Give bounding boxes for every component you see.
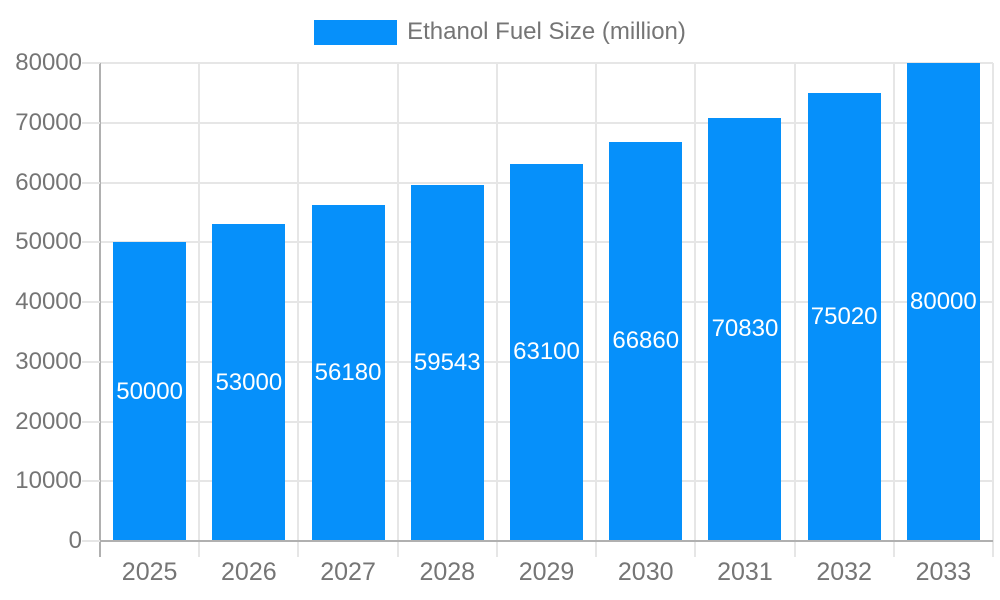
bar-value-label: 66860 bbox=[612, 327, 680, 355]
gridline-vertical bbox=[198, 63, 201, 557]
y-axis-label: 50000 bbox=[15, 228, 82, 256]
bar: 70830 bbox=[708, 117, 782, 541]
bar: 66860 bbox=[609, 141, 683, 541]
y-axis-tick bbox=[82, 360, 100, 363]
y-axis-tick bbox=[82, 62, 100, 64]
legend: Ethanol Fuel Size (million) bbox=[0, 18, 1000, 46]
gridline-vertical bbox=[396, 63, 399, 557]
bar-value-label: 80000 bbox=[910, 288, 977, 315]
gridline-vertical bbox=[297, 63, 300, 557]
gridline-vertical bbox=[595, 63, 598, 557]
y-axis-tick bbox=[82, 540, 100, 542]
bar: 75020 bbox=[807, 92, 881, 541]
y-axis-tick bbox=[82, 480, 100, 483]
x-axis-label: 2025 bbox=[121, 558, 178, 586]
x-axis-label: 2028 bbox=[419, 558, 476, 586]
x-axis-label: 2031 bbox=[717, 558, 773, 586]
y-axis-tick bbox=[82, 301, 100, 303]
x-axis-label: 2033 bbox=[915, 558, 972, 586]
bar-value-label: 50000 bbox=[116, 377, 183, 405]
y-axis-tick bbox=[82, 121, 100, 124]
bar: 56180 bbox=[311, 205, 385, 541]
y-axis-label: 10000 bbox=[15, 467, 82, 495]
gridline-vertical bbox=[495, 63, 498, 557]
y-axis-line bbox=[99, 63, 101, 557]
bar: 63100 bbox=[510, 163, 583, 541]
bar-value-label: 53000 bbox=[215, 368, 283, 396]
bar: 53000 bbox=[212, 224, 286, 541]
x-axis-line bbox=[100, 540, 993, 542]
bar-value-label: 63100 bbox=[513, 338, 580, 366]
y-axis-tick bbox=[82, 241, 100, 244]
x-axis-label: 2030 bbox=[617, 558, 674, 586]
gridline-vertical bbox=[694, 63, 697, 557]
gridline-horizontal bbox=[100, 121, 993, 124]
gridline-vertical bbox=[992, 63, 994, 557]
y-axis-label: 80000 bbox=[15, 49, 82, 76]
bar: 50000 bbox=[113, 242, 187, 541]
y-axis-tick bbox=[82, 420, 100, 423]
y-axis-label: 70000 bbox=[15, 108, 82, 136]
bar-value-label: 59543 bbox=[413, 349, 481, 377]
bar: 59543 bbox=[410, 185, 484, 541]
y-axis-label: 20000 bbox=[15, 407, 82, 435]
y-axis-label: 0 bbox=[68, 527, 82, 554]
bar-value-label: 70830 bbox=[711, 315, 779, 343]
bar-value-label: 75020 bbox=[810, 302, 878, 330]
x-axis-label: 2027 bbox=[320, 558, 376, 586]
gridline-vertical bbox=[892, 63, 895, 557]
y-axis-label: 40000 bbox=[15, 288, 82, 315]
x-axis-label: 2032 bbox=[816, 558, 872, 586]
legend-swatch bbox=[314, 19, 398, 45]
x-axis-label: 2026 bbox=[221, 558, 277, 586]
gridline-horizontal bbox=[100, 62, 993, 64]
plot-area: 50000 53000 56180 59543 63100 66860 70830 75020… bbox=[100, 62, 994, 557]
x-axis-label: 2029 bbox=[518, 558, 575, 586]
y-axis-label: 30000 bbox=[15, 347, 82, 375]
legend-label: Ethanol Fuel Size (million) bbox=[407, 18, 686, 45]
gridline-vertical bbox=[793, 63, 796, 557]
bar: 80000 bbox=[906, 63, 980, 541]
bar-value-label: 56180 bbox=[314, 359, 382, 387]
y-axis-tick bbox=[82, 181, 100, 184]
y-axis-label: 60000 bbox=[15, 168, 82, 196]
